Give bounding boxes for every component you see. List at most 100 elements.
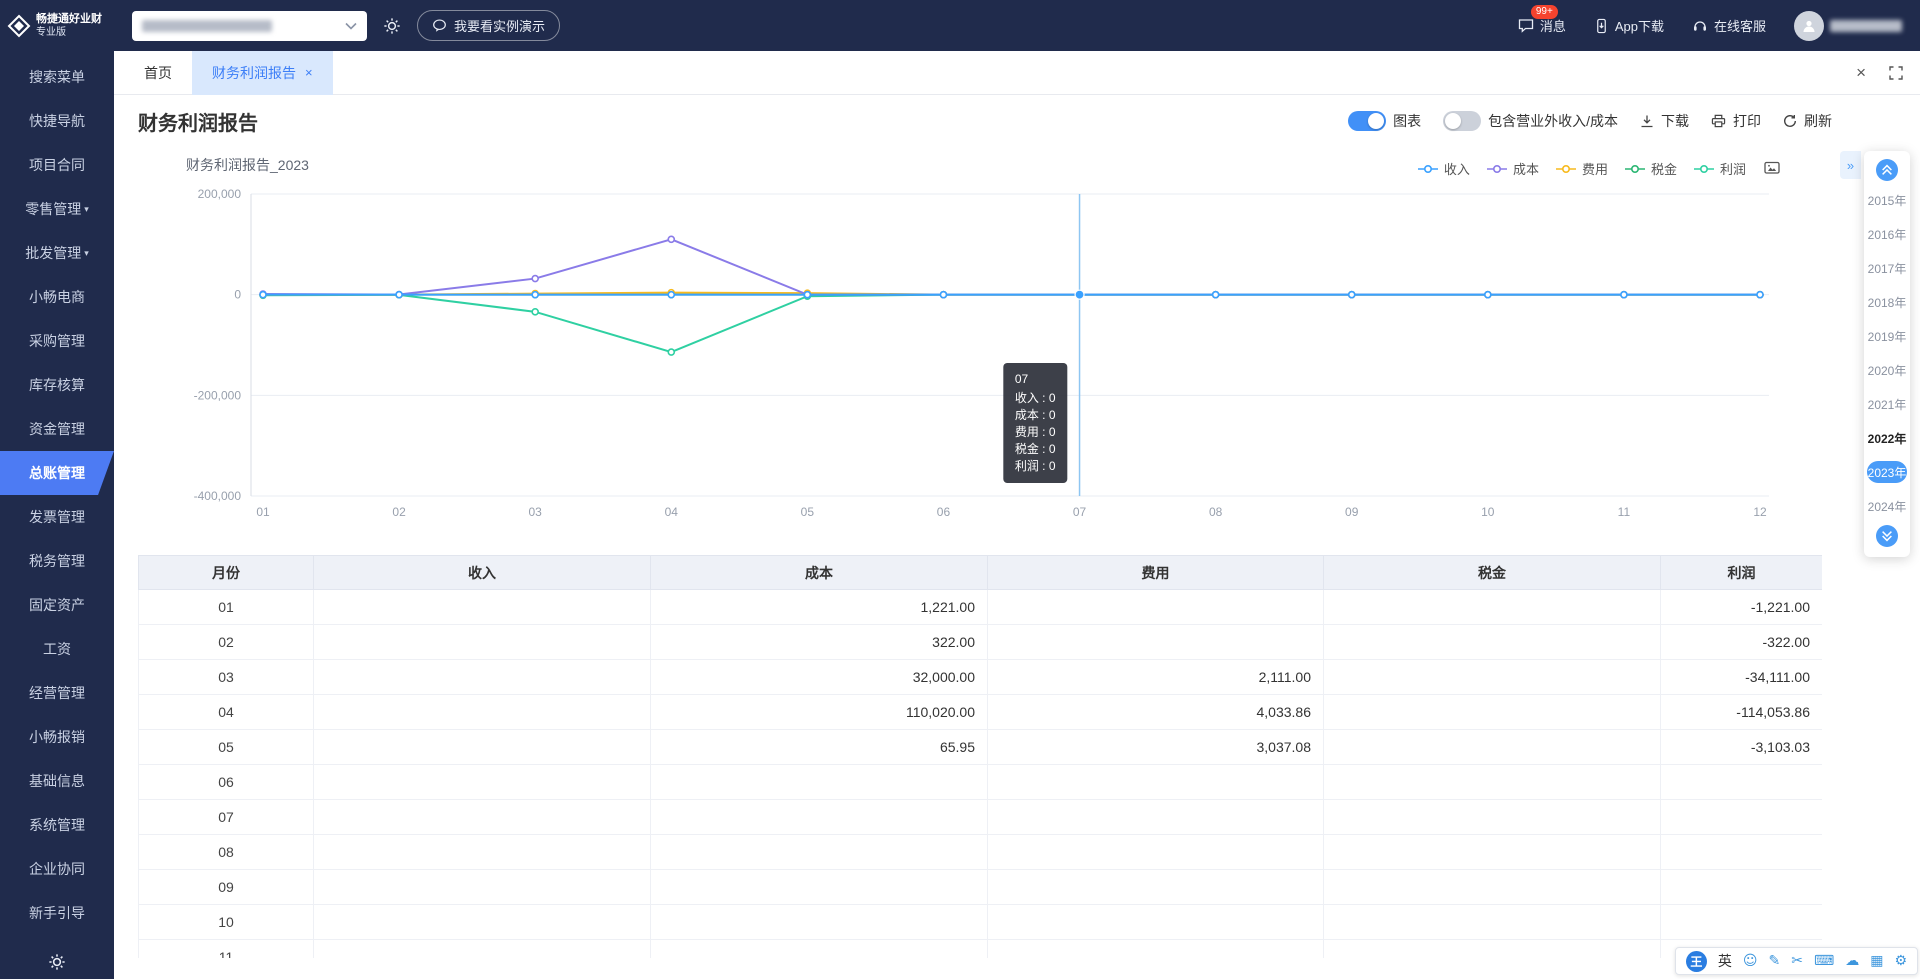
table-cell: [650, 869, 988, 905]
table-cell: [1323, 624, 1661, 660]
sidebar-item-14[interactable]: 经营管理: [0, 671, 114, 715]
fullscreen-icon[interactable]: [1888, 65, 1904, 81]
sidebar-item-6[interactable]: 采购管理: [0, 319, 114, 363]
refresh-button[interactable]: 刷新: [1783, 111, 1832, 131]
legend-item-税金[interactable]: 税金: [1624, 159, 1677, 178]
sidebar-item-label: 小畅报销: [29, 729, 85, 745]
demo-bubble-icon: [433, 19, 446, 32]
ime-logo[interactable]: 王: [1685, 950, 1707, 972]
sidebar-item-17[interactable]: 系统管理: [0, 803, 114, 847]
table-cell: [987, 764, 1324, 800]
pencil-icon[interactable]: ✎: [1768, 953, 1781, 969]
profit-chart-svg[interactable]: 200,000 0 -200,000 -400,000 01 02 03 04 05 06 07 08…: [114, 147, 1920, 527]
chart-toggle-switch[interactable]: [1348, 111, 1387, 131]
sidebar-item-8[interactable]: 资金管理: [0, 407, 114, 451]
emoji-icon[interactable]: ☺: [1742, 953, 1758, 969]
years-scroll-up-button[interactable]: [1876, 159, 1898, 181]
user-menu[interactable]: [1794, 10, 1902, 41]
cloud-icon[interactable]: ☁: [1845, 953, 1860, 969]
table-cell: [1660, 799, 1822, 835]
sidebar-item-11[interactable]: 税务管理: [0, 539, 114, 583]
settings-icon[interactable]: ⚙: [1894, 953, 1907, 969]
sidebar-item-label: 新手引导: [29, 905, 85, 921]
year-item-2016[interactable]: 2016年: [1867, 227, 1907, 242]
table-cell: [1323, 834, 1661, 870]
grid-icon[interactable]: ▦: [1870, 953, 1884, 969]
tab-close-icon[interactable]: ×: [305, 65, 313, 80]
table-header-cell: 费用: [987, 555, 1324, 590]
sidebar-item-0[interactable]: 搜索菜单: [0, 55, 114, 99]
year-item-2019[interactable]: 2019年: [1867, 329, 1907, 344]
year-item-2017[interactable]: 2017年: [1867, 261, 1907, 276]
sidebar-item-label: 税务管理: [29, 553, 85, 569]
ime-language-toggle[interactable]: 英: [1717, 953, 1732, 969]
chart-toggle[interactable]: 图表: [1348, 111, 1421, 131]
demo-button[interactable]: 我要看实例演示: [417, 10, 561, 41]
sidebar-item-1[interactable]: 快捷导航: [0, 99, 114, 143]
table-cell: -114,053.86: [1660, 694, 1822, 730]
messages-button[interactable]: 99+ 消息: [1518, 5, 1566, 35]
svg-text:04: 04: [665, 505, 679, 519]
sidebar-item-label: 库存核算: [29, 377, 85, 393]
sidebar-item-7[interactable]: 库存核算: [0, 363, 114, 407]
legend-label: 利润: [1719, 162, 1746, 177]
svg-text:-200,000: -200,000: [194, 388, 242, 402]
svg-text:07: 07: [1073, 505, 1087, 519]
sidebar-item-5[interactable]: 小畅电商: [0, 275, 114, 319]
include-toggle-switch[interactable]: [1443, 111, 1482, 131]
svg-text:09: 09: [1345, 505, 1359, 519]
avatar: [1794, 10, 1824, 41]
year-item-2023[interactable]: 2023年: [1867, 461, 1907, 483]
close-icon[interactable]: ×: [1856, 62, 1866, 82]
settings-gear-icon[interactable]: [383, 17, 401, 35]
keyboard-icon[interactable]: ⌨: [1813, 953, 1835, 969]
sidebar-item-19[interactable]: 新手引导: [0, 891, 114, 935]
sidebar-item-16[interactable]: 基础信息: [0, 759, 114, 803]
year-panel-collapse-button[interactable]: »: [1840, 151, 1861, 179]
company-selector[interactable]: [132, 10, 367, 41]
sidebar-item-15[interactable]: 小畅报销: [0, 715, 114, 759]
year-item-2015[interactable]: 2015年: [1867, 193, 1907, 208]
svg-text:03: 03: [529, 505, 543, 519]
app-download-button[interactable]: App下载: [1594, 16, 1664, 35]
include-nonoperating-toggle[interactable]: 包含营业外收入/成本: [1443, 111, 1618, 131]
table-cell: [1323, 659, 1661, 695]
scissors-icon[interactable]: ✂: [1791, 953, 1803, 969]
table-row: 10: [138, 904, 1822, 940]
year-item-2024[interactable]: 2024年: [1867, 499, 1907, 514]
table-cell: 06: [138, 764, 314, 800]
years-scroll-down-button[interactable]: [1876, 525, 1898, 547]
year-item-2022[interactable]: 2022年: [1867, 431, 1907, 446]
sidebar-item-12[interactable]: 固定资产: [0, 583, 114, 627]
ime-icons: ☺ ✎ ✂ ⌨ ☁ ▦ ⚙: [1743, 953, 1907, 969]
legend-item-收入[interactable]: 收入: [1417, 159, 1470, 178]
sidebar-item-13[interactable]: 工资: [0, 627, 114, 671]
download-button[interactable]: 下载: [1640, 111, 1689, 131]
tab-1[interactable]: 财务利润报告 ×: [192, 50, 333, 95]
legend-marker-icon: [1555, 164, 1576, 173]
sidebar-item-2[interactable]: 项目合同: [0, 143, 114, 187]
legend-item-费用[interactable]: 费用: [1555, 159, 1608, 178]
table-row: 02 322.00 -322.00: [138, 624, 1822, 660]
year-item-2018[interactable]: 2018年: [1867, 295, 1907, 310]
year-item-2021[interactable]: 2021年: [1867, 397, 1907, 412]
sidebar-item-3[interactable]: 零售管理 ▾: [0, 187, 114, 231]
sidebar-item-9[interactable]: 总账管理: [0, 451, 114, 495]
legend-item-利润[interactable]: 利润: [1693, 159, 1746, 178]
sidebar-item-18[interactable]: 企业协同: [0, 847, 114, 891]
sidebar-item-10[interactable]: 发票管理: [0, 495, 114, 539]
save-image-icon[interactable]: [1764, 161, 1780, 176]
legend-item-成本[interactable]: 成本: [1486, 159, 1539, 178]
download-label: 下载: [1661, 113, 1689, 129]
online-service-button[interactable]: 在线客服: [1692, 16, 1766, 35]
table-cell: [987, 869, 1324, 905]
chevron-down-icon: ▾: [84, 203, 89, 214]
tab-0[interactable]: 首页: [124, 51, 192, 95]
print-button[interactable]: 打印: [1711, 111, 1761, 131]
redacted-company-name: [142, 19, 272, 32]
sidebar-item-4[interactable]: 批发管理 ▾: [0, 231, 114, 275]
sidebar-settings-button[interactable]: [0, 953, 114, 971]
year-item-2020[interactable]: 2020年: [1867, 363, 1907, 378]
svg-text:12: 12: [1753, 505, 1767, 519]
svg-text:10: 10: [1481, 505, 1495, 519]
